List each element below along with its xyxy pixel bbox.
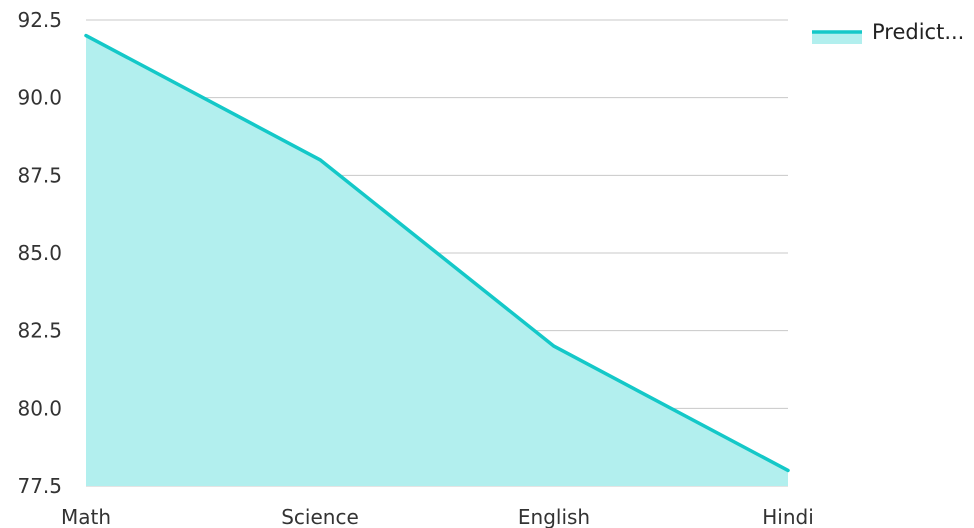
legend-label-series-0: Predict...: [872, 20, 964, 44]
area-fill-layer: [86, 35, 788, 487]
legend: Predict...: [812, 20, 964, 44]
x-tick-label-3: Hindi: [762, 505, 814, 528]
y-tick-label-4: 87.5: [17, 163, 62, 187]
y-axis-tick-labels: 77.5 80.0 82.5 85.0 87.5 90.0 92.5: [17, 8, 62, 498]
x-tick-label-2: English: [518, 505, 590, 528]
x-axis-tick-labels: Math Science English Hindi: [61, 505, 814, 528]
x-tick-label-0: Math: [61, 505, 111, 528]
series-line-layer: [84, 33, 790, 473]
area-fill-series-0: [86, 35, 788, 487]
legend-swatch-fill: [812, 32, 862, 44]
y-tick-label-2: 82.5: [17, 319, 62, 343]
y-tick-label-3: 85.0: [17, 241, 62, 265]
y-tick-label-1: 80.0: [17, 396, 62, 420]
x-tick-label-1: Science: [281, 505, 359, 528]
y-tick-label-6: 92.5: [17, 8, 62, 32]
series-line-0: [84, 33, 790, 473]
y-tick-label-0: 77.5: [17, 474, 62, 498]
y-tick-label-5: 90.0: [17, 86, 62, 110]
